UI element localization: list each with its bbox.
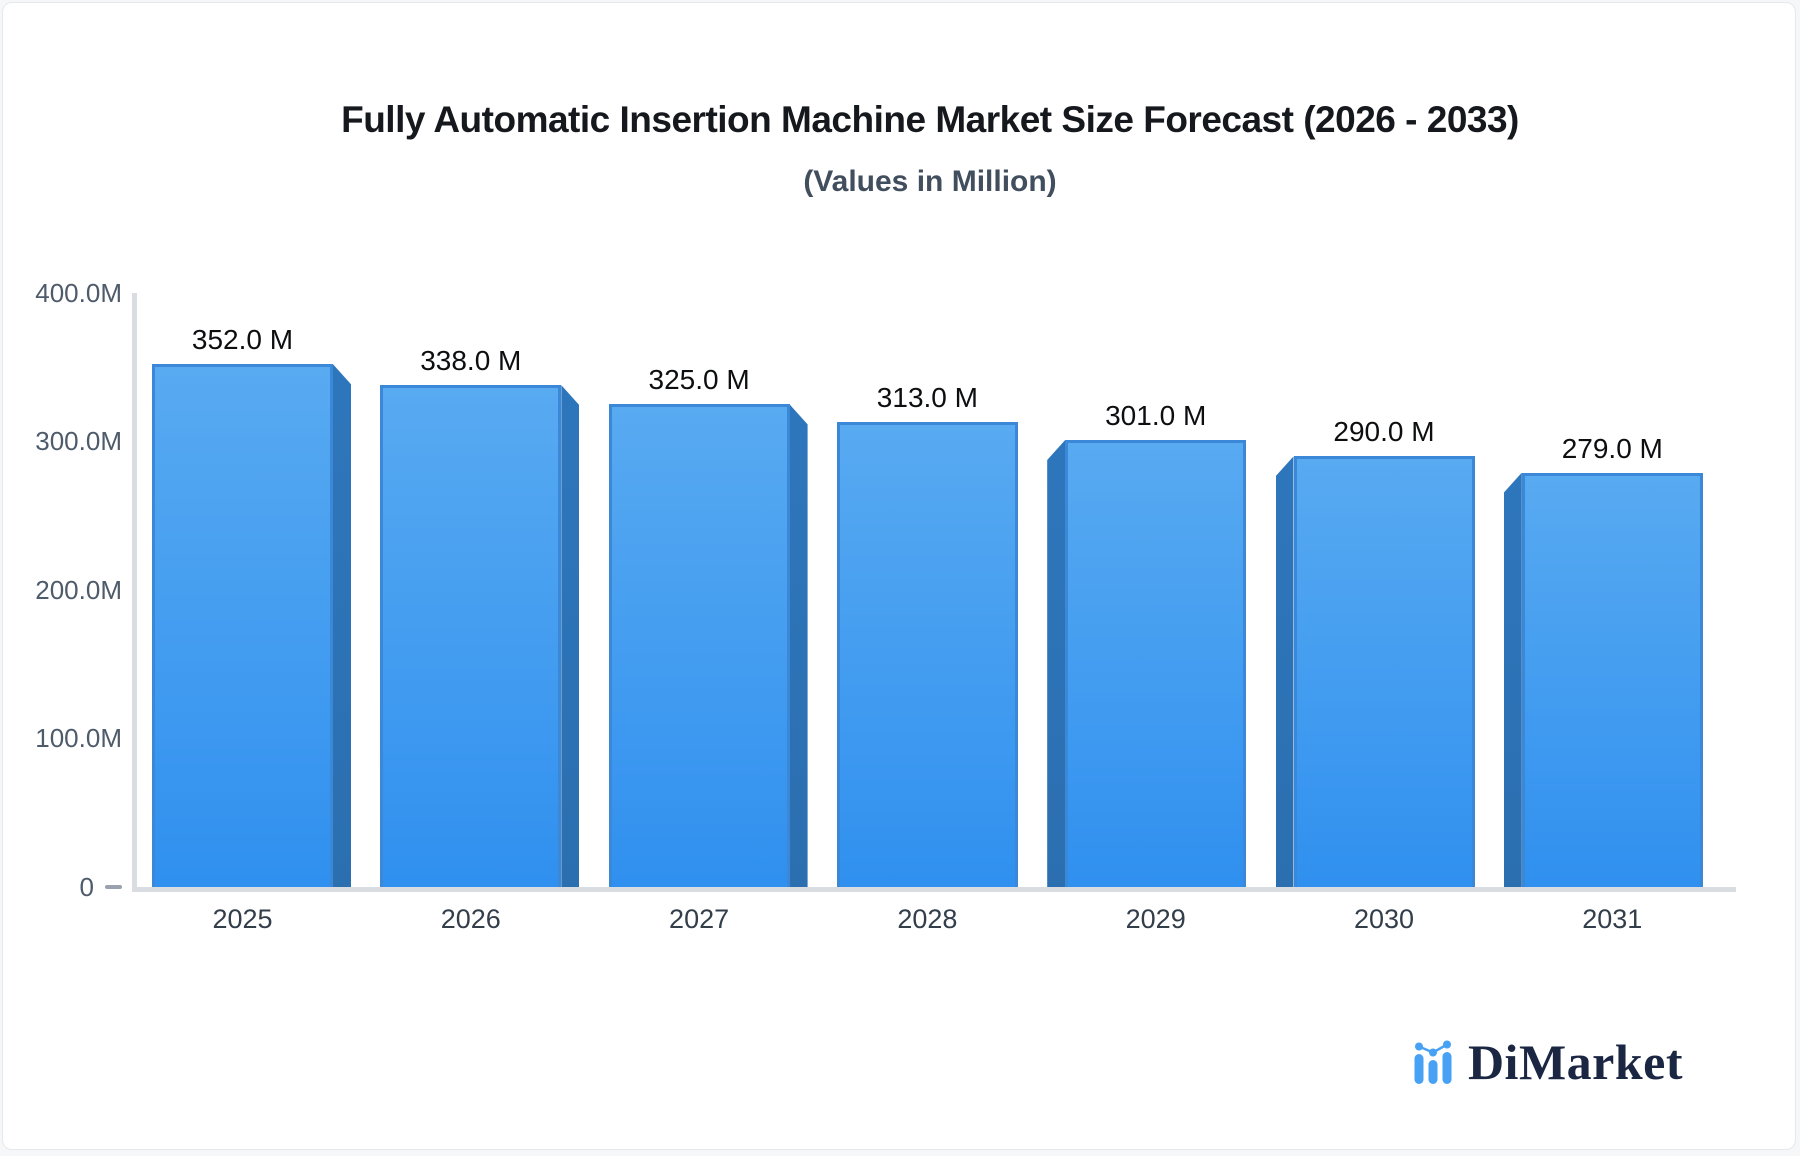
bar-value-label: 325.0 M: [648, 364, 750, 396]
logo-text: DiMarket: [1467, 1034, 1683, 1090]
bar-value-label: 290.0 M: [1333, 416, 1435, 448]
bar-2031[interactable]: [1521, 472, 1703, 887]
zero-tick-mark: [105, 885, 122, 889]
y-tick-label: 0: [3, 870, 122, 904]
bar-side-face: [561, 385, 580, 887]
bar-2026[interactable]: [380, 385, 562, 887]
bar-value-label: 338.0 M: [420, 345, 522, 377]
bar-side-face: [1503, 472, 1522, 887]
y-tick-text: 200.0M: [35, 574, 122, 605]
bar-value-label: 301.0 M: [1105, 400, 1207, 431]
bar-value-label: 279.0 M: [1561, 432, 1663, 464]
bar-side-face: [789, 404, 808, 887]
x-axis-line: [132, 887, 1736, 892]
dimarket-bars-icon: [1414, 1040, 1452, 1084]
bar-2027[interactable]: [608, 404, 790, 887]
y-tick-label: 200.0M: [3, 573, 122, 607]
y-tick-label: 300.0M: [3, 425, 122, 459]
bar-2028[interactable]: [836, 422, 1018, 887]
x-axis-label-2027: 2027: [669, 904, 730, 934]
y-tick-text: 0: [79, 871, 94, 902]
y-tick-text: 100.0M: [35, 723, 122, 753]
x-axis-label-2028: 2028: [897, 904, 958, 934]
bar-2025[interactable]: [152, 364, 333, 887]
y-tick-label: 400.0M: [3, 276, 122, 310]
bar-value-label: 352.0 M: [191, 324, 294, 356]
bar-side-face: [1275, 456, 1294, 887]
chart-title: Fully Automatic Insertion Machine Market…: [341, 99, 1519, 140]
y-axis-line: [132, 293, 137, 892]
logo: DiMarket: [1413, 1033, 1683, 1091]
bar-side-face: [1047, 440, 1066, 887]
y-tick-text: 400.0M: [35, 277, 122, 308]
x-axis-label-2026: 2026: [440, 904, 501, 934]
bar-2029[interactable]: [1065, 440, 1247, 887]
y-tick-label: 100.0M: [3, 722, 122, 756]
y-tick-text: 300.0M: [35, 426, 122, 456]
bar-side-face: [333, 364, 351, 887]
bar-2030[interactable]: [1293, 456, 1475, 887]
x-axis-label-2029: 2029: [1125, 904, 1186, 934]
bar-value-label: 313.0 M: [876, 382, 978, 414]
x-axis-label-2031: 2031: [1582, 904, 1643, 934]
x-axis-label-2030: 2030: [1353, 904, 1415, 934]
x-axis-label-2025: 2025: [212, 904, 273, 934]
chart-subtitle: (Values in Million): [803, 165, 1057, 198]
